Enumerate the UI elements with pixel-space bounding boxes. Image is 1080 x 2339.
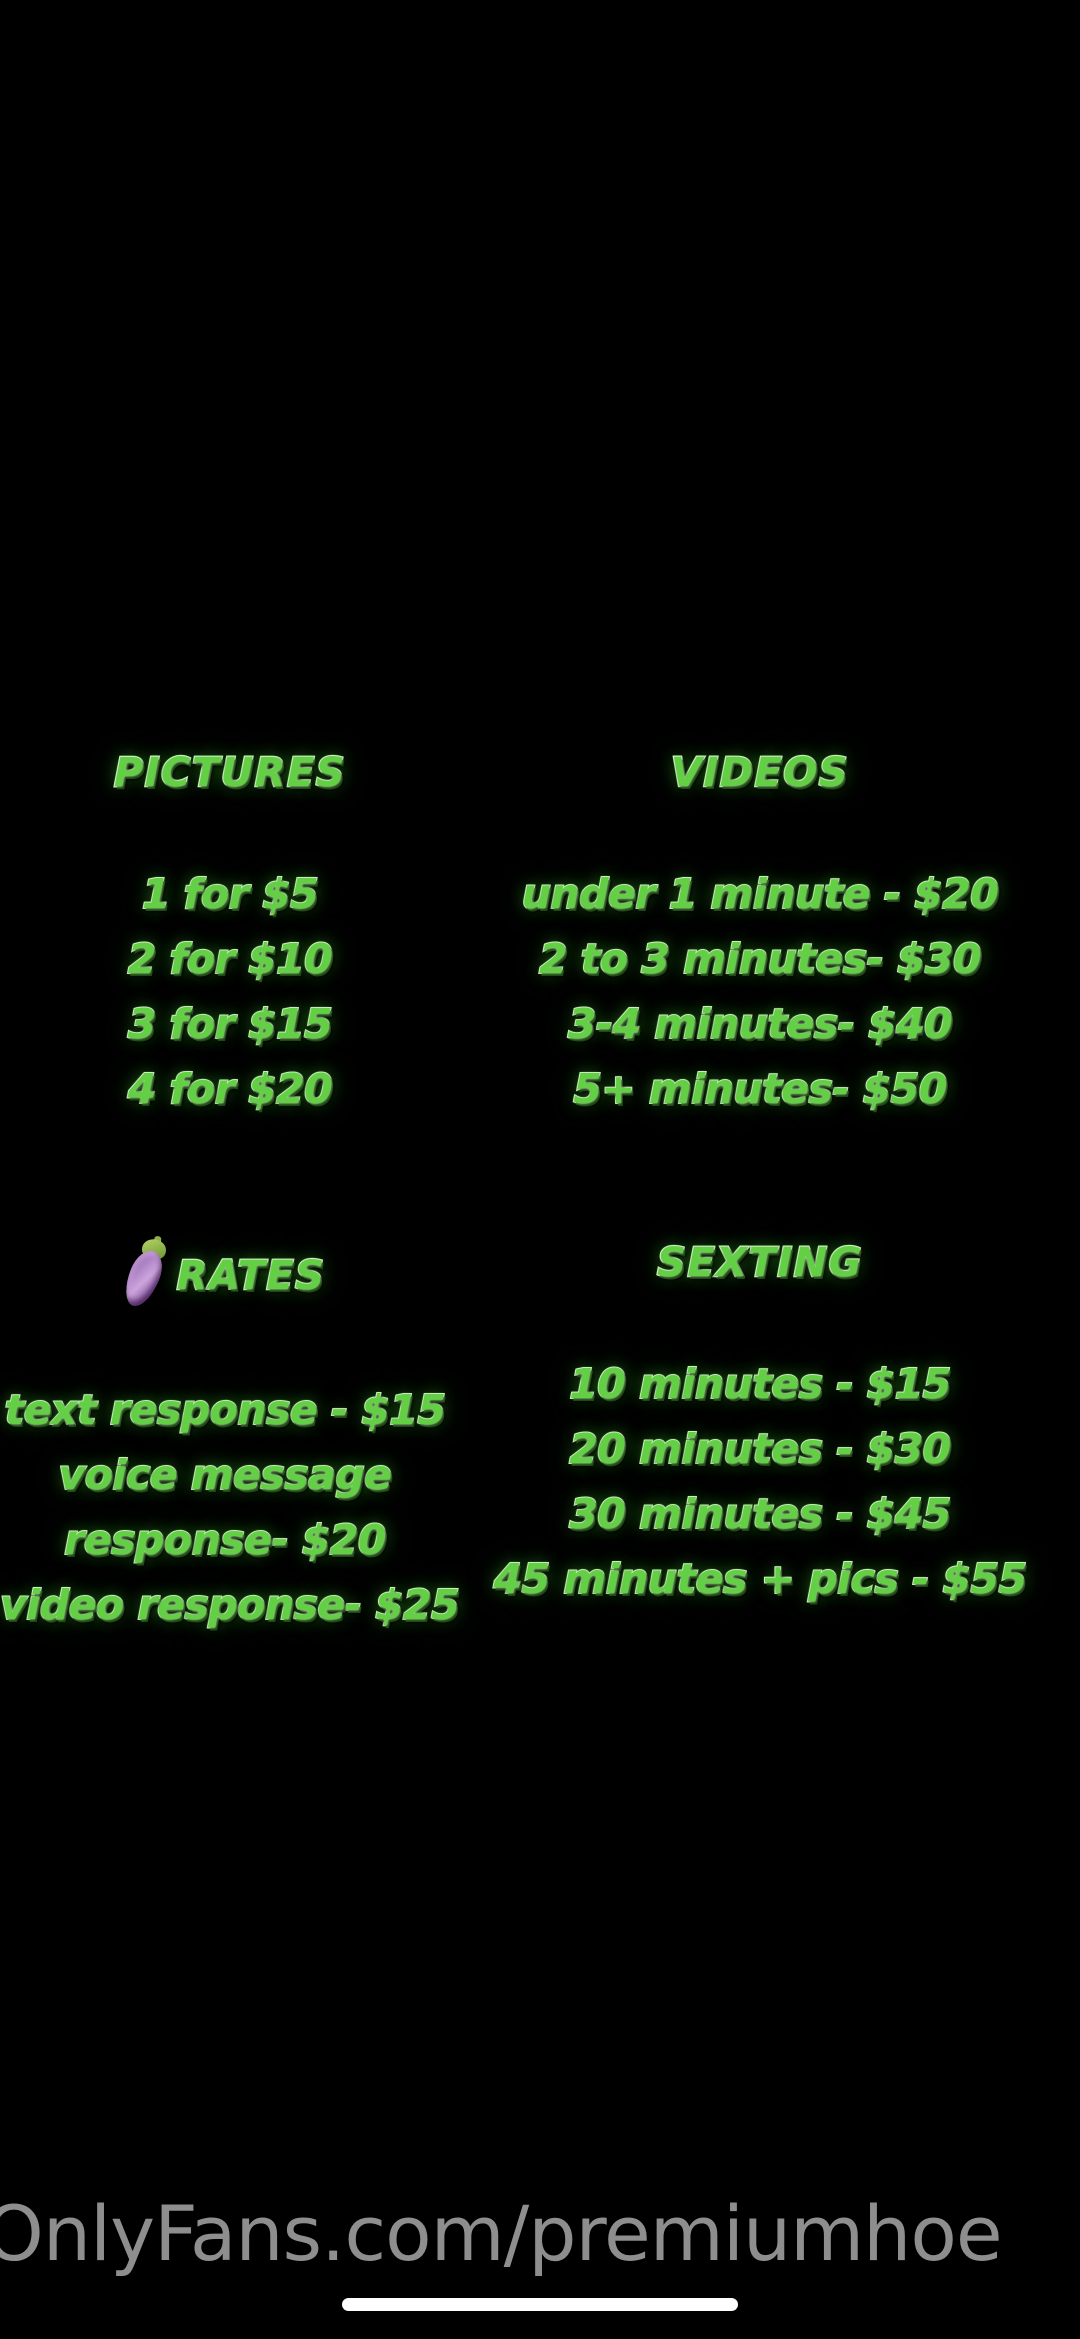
- price-row: 3 for $15: [127, 999, 334, 1049]
- price-row: voice message: [58, 1450, 394, 1500]
- section-title-sexting: SEXTING: [656, 1239, 863, 1287]
- price-row: response- $20: [63, 1515, 387, 1565]
- price-row: 2 for $10: [127, 934, 334, 984]
- price-row: 2 to 3 minutes- $30: [538, 934, 982, 984]
- eggplant-icon: [113, 1231, 179, 1313]
- section-title-videos: VIDEOS: [670, 749, 850, 797]
- price-row: 45 minutes + pics - $55: [493, 1554, 1028, 1604]
- section-pictures: PICTURES 1 for $5 2 for $10 3 for $15 4 …: [20, 749, 440, 1122]
- watermark-text: OnlyFans.com/premiumhoe: [0, 2189, 1003, 2278]
- price-row: text response - $15: [4, 1385, 447, 1435]
- section-title-pictures: PICTURES: [113, 749, 347, 797]
- section-videos: VIDEOS under 1 minute - $20 2 to 3 minut…: [450, 749, 1070, 1122]
- section-sexting: SEXTING 10 minutes - $15 20 minutes - $3…: [450, 1239, 1070, 1612]
- price-row: 4 for $20: [127, 1064, 334, 1114]
- home-indicator[interactable]: [342, 2298, 738, 2311]
- price-row: under 1 minute - $20: [521, 869, 1000, 919]
- price-row: 20 minutes - $30: [568, 1424, 952, 1474]
- section-rates: RATES text response - $15 voice message …: [0, 1235, 461, 1638]
- price-row: 30 minutes - $45: [568, 1489, 952, 1539]
- price-row: video response- $25: [0, 1580, 461, 1630]
- price-row: 1 for $5: [141, 869, 320, 919]
- section-title-rates: RATES: [175, 1252, 326, 1300]
- price-row: 5+ minutes- $50: [572, 1064, 948, 1114]
- price-row: 3-4 minutes- $40: [567, 999, 954, 1049]
- price-row: 10 minutes - $15: [568, 1359, 952, 1409]
- section-title-rates-wrap: RATES: [0, 1235, 450, 1312]
